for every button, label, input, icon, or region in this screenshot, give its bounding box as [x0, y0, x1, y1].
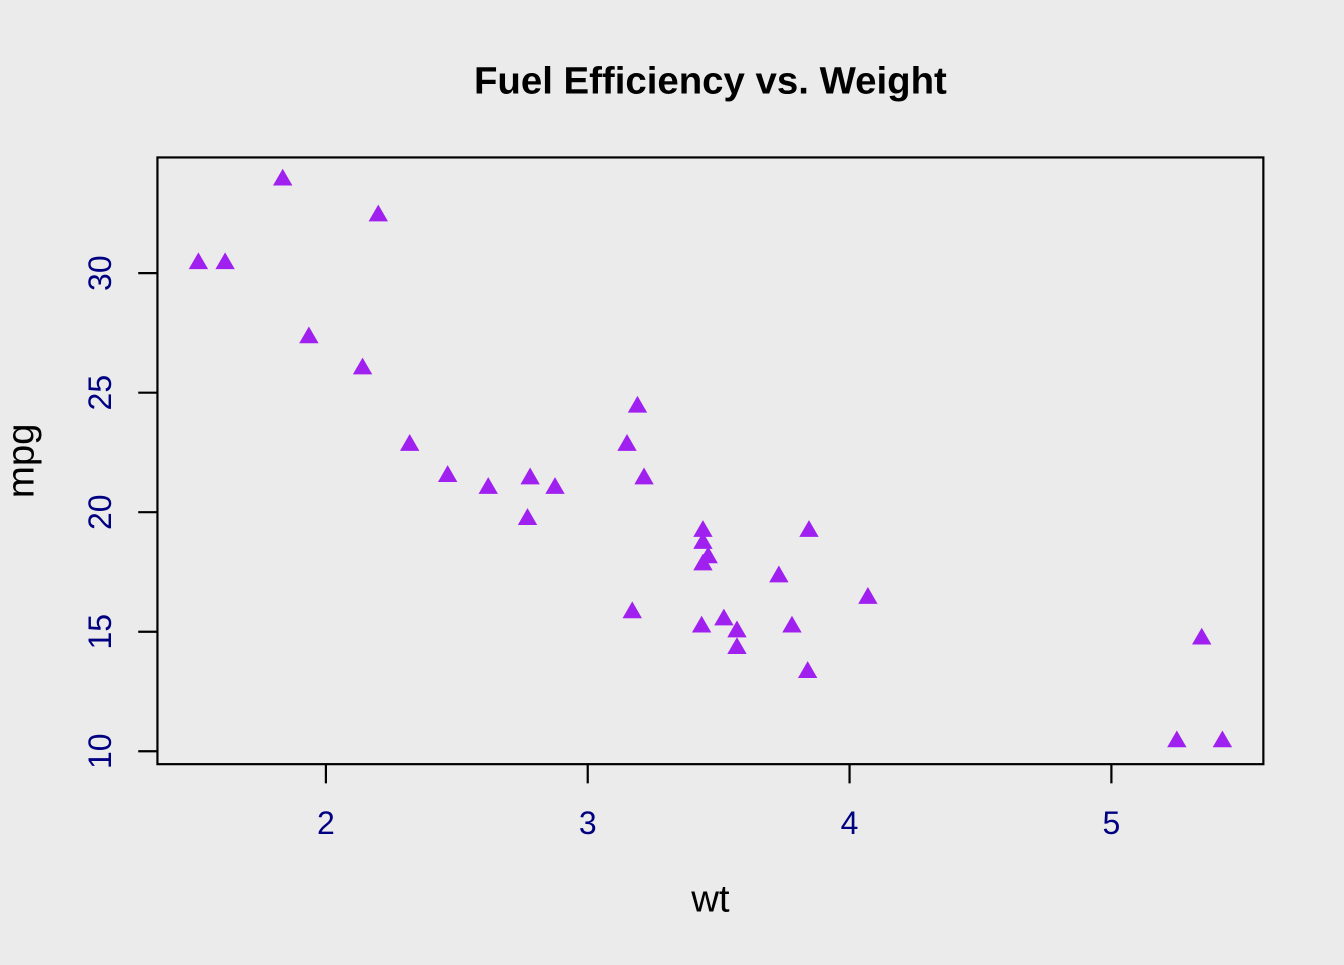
- svg-text:wt: wt: [690, 878, 730, 921]
- svg-text:Fuel Efficiency vs. Weight: Fuel Efficiency vs. Weight: [474, 60, 947, 103]
- svg-text:25: 25: [82, 375, 118, 411]
- svg-text:5: 5: [1102, 805, 1120, 841]
- svg-text:mpg: mpg: [0, 423, 43, 498]
- svg-text:4: 4: [841, 805, 859, 841]
- svg-text:20: 20: [82, 494, 118, 530]
- svg-text:3: 3: [579, 805, 597, 841]
- svg-text:15: 15: [82, 614, 118, 650]
- svg-text:10: 10: [82, 733, 118, 769]
- svg-text:2: 2: [317, 805, 335, 841]
- svg-text:30: 30: [82, 255, 118, 291]
